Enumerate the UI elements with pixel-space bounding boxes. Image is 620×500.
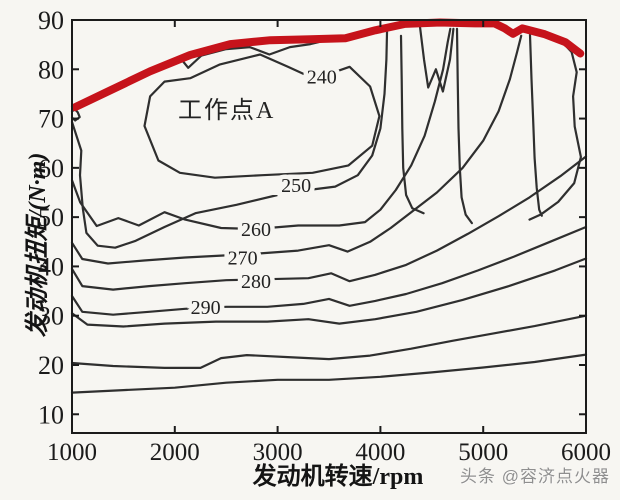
x-tick-label: 3000 <box>253 439 303 466</box>
y-tick-label: 60 <box>38 154 64 183</box>
contour-line-ring-310-unlabeled <box>70 353 588 394</box>
x-tick-label: 5000 <box>458 439 508 466</box>
wot-torque-curve <box>71 18 585 112</box>
contour-label-250: 250 <box>281 175 311 197</box>
y-tick-label: 30 <box>38 302 64 331</box>
contour-line-260 <box>70 27 452 231</box>
operating-point-annotation: 工作点A <box>178 98 276 124</box>
y-tick-label: 50 <box>38 203 64 232</box>
y-tick-label: 20 <box>38 351 64 380</box>
contour-line-finger-w <box>418 25 455 93</box>
contour-label-270: 270 <box>228 248 258 270</box>
contour-line-280 <box>70 155 588 291</box>
contour-line-ring-300-unlabeled <box>70 314 588 369</box>
contour-label-240: 240 <box>307 67 337 89</box>
y-tick-label: 10 <box>38 400 64 429</box>
x-tick-label: 6000 <box>561 439 611 466</box>
x-tick-label: 2000 <box>150 439 200 466</box>
watermark-text: 头条 @容济点火器 <box>460 467 610 486</box>
y-axis-title: 发动机扭矩/(N·m) <box>25 152 51 338</box>
contour-line-240 <box>143 53 381 179</box>
contour-label-280: 280 <box>241 271 271 293</box>
contour-label-260: 260 <box>241 219 271 241</box>
contour-line-250 <box>70 27 389 249</box>
y-tick-label: 80 <box>38 55 64 84</box>
contour-label-290: 290 <box>191 297 221 319</box>
contour-line-finger-down-2 <box>455 27 473 225</box>
x-tick-label: 4000 <box>355 439 405 466</box>
contour-line-finger-down-3 <box>528 33 543 217</box>
plot-border <box>71 19 587 434</box>
contour-line-270 <box>70 34 523 265</box>
contour-line-ring-295-unlabeled <box>70 257 588 328</box>
contour-line-290 <box>70 225 588 316</box>
y-tick-label: 40 <box>38 252 64 281</box>
x-tick-label: 1000 <box>47 439 97 466</box>
x-axis-title: 发动机转速/rpm <box>252 464 424 490</box>
y-tick-label: 90 <box>38 6 64 35</box>
y-tick-label: 70 <box>38 105 64 134</box>
contour-line-finger-down-1 <box>399 34 425 215</box>
contour-line-outer-envelope <box>70 22 583 221</box>
